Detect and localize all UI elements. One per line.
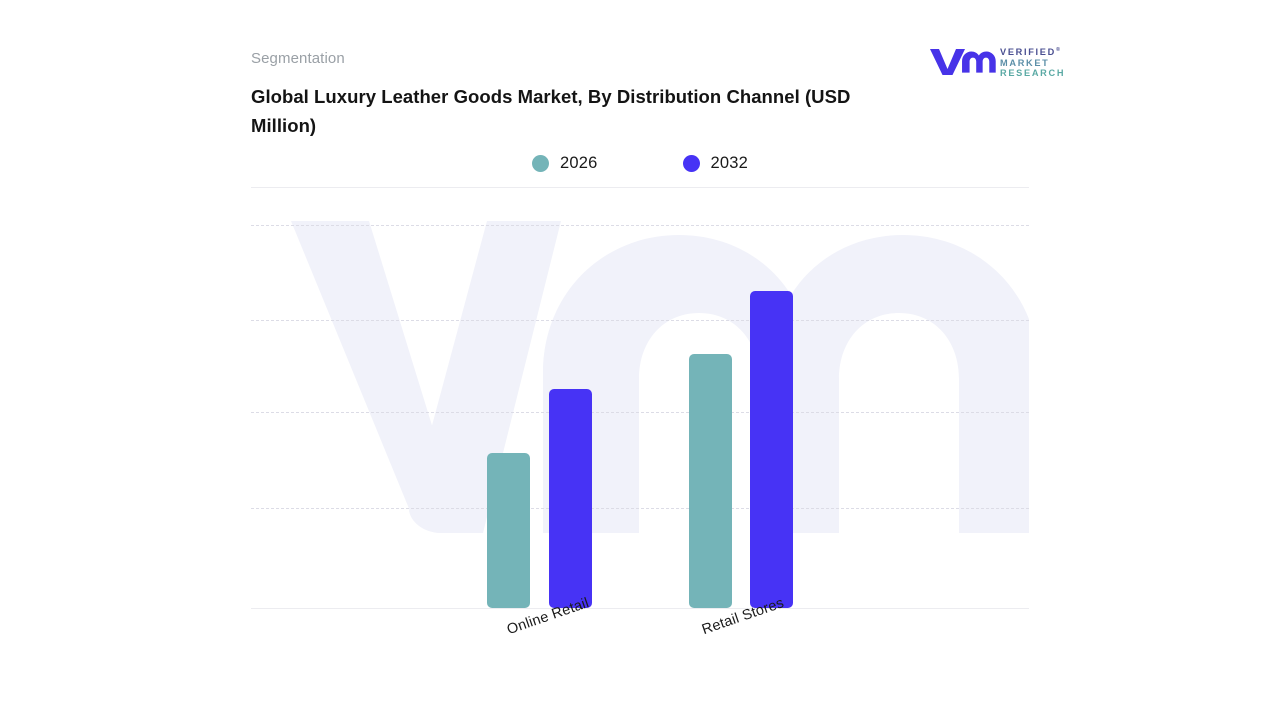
registered-mark-icon: ® [1055, 47, 1061, 53]
gridline-1 [251, 225, 1029, 226]
bar-online-retail-2032[interactable] [549, 389, 592, 608]
plot-area [251, 195, 1029, 610]
logo-wordmark: VERIFIED® MARKET RESEARCH [1000, 45, 1065, 79]
legend-swatch-icon-2032 [682, 154, 700, 172]
logo-line-research: RESEARCH [1000, 68, 1066, 79]
legend-item-2032[interactable]: 2032 [682, 153, 749, 173]
vmr-watermark-icon [291, 221, 1029, 533]
x-axis-line [251, 608, 1029, 609]
gridline-4 [251, 508, 1029, 509]
page-title: Global Luxury Leather Goods Market, By D… [251, 86, 851, 136]
vmr-lettermark-icon [930, 49, 996, 75]
gridline-2 [251, 320, 1029, 321]
vmr-logo: VERIFIED® MARKET RESEARCH [928, 44, 1063, 78]
bar-retail-stores-2032[interactable] [750, 291, 793, 608]
bar-online-retail-2026[interactable] [487, 453, 530, 608]
bar-retail-stores-2026[interactable] [689, 354, 732, 608]
logo-line-verified: VERIFIED® [1000, 47, 1061, 58]
gridline-3 [251, 412, 1029, 413]
legend-label-2026: 2026 [559, 153, 598, 172]
chart-legend: 2026 2032 [251, 150, 1029, 176]
legend-swatch-icon-2026 [531, 154, 549, 172]
legend-label-2032: 2032 [710, 153, 749, 172]
legend-item-2026[interactable]: 2026 [531, 153, 598, 173]
logo-line-market: MARKET [1000, 57, 1050, 68]
segmentation-eyebrow: Segmentation [251, 50, 345, 67]
header-divider [251, 187, 1029, 188]
